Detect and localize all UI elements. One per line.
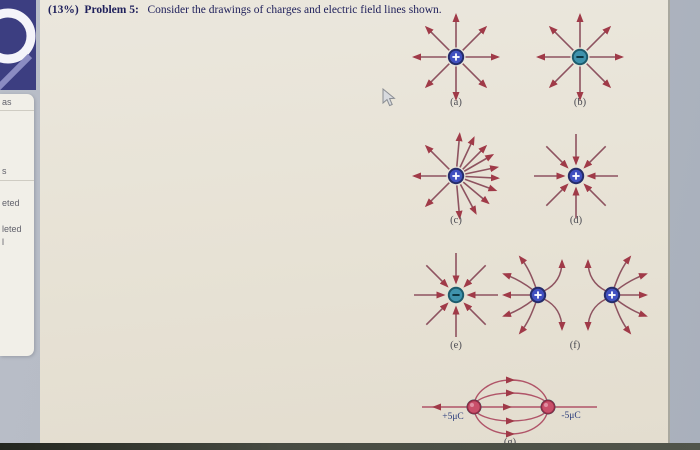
diagram-label-b: (b)	[573, 97, 587, 108]
diagram-label-c: (c)	[450, 215, 462, 226]
left-charge-label: +5μC	[442, 412, 464, 422]
diagram-label-f: (f)	[569, 340, 581, 351]
diagram-f	[502, 255, 648, 335]
logo-glyph-icon	[0, 8, 36, 90]
sidebar-divider	[0, 110, 34, 111]
diagram-label-e: (e)	[450, 340, 462, 351]
diagram-label-d: (d)	[569, 215, 583, 226]
diagram-label-a: (a)	[450, 97, 462, 108]
problem-page: (13%) Problem 5: Consider the drawings o…	[40, 0, 670, 443]
diagram-c	[412, 132, 500, 220]
diagram-label-g: (g)	[460, 437, 560, 448]
sidebar-item[interactable]: leted	[2, 224, 22, 234]
right-charge-label: -5μC	[561, 411, 580, 421]
problem-percent: (13%)	[48, 4, 79, 16]
sidebar-item[interactable]: as	[2, 97, 12, 107]
sidebar-item[interactable]: eted	[2, 198, 20, 208]
problem-statement: (13%) Problem 5: Consider the drawings o…	[48, 4, 442, 16]
app-logo[interactable]	[0, 0, 36, 90]
sidebar-item[interactable]: s	[2, 166, 7, 176]
diagram-g: +5μC -5μC	[422, 376, 597, 438]
problem-text: Consider the drawings of charges and ele…	[147, 4, 442, 16]
screen-bottom-bezel	[0, 443, 700, 450]
sidebar-divider	[0, 180, 34, 181]
mouse-cursor-icon	[382, 88, 396, 107]
diagram-d	[534, 134, 618, 218]
sidebar-panel: as s eted leted l	[0, 94, 34, 356]
problem-number: Problem 5:	[84, 4, 139, 16]
diagram-a	[412, 13, 500, 101]
diagram-b	[536, 13, 624, 101]
sidebar-item[interactable]: l	[2, 237, 4, 247]
diagram-e	[414, 253, 498, 337]
